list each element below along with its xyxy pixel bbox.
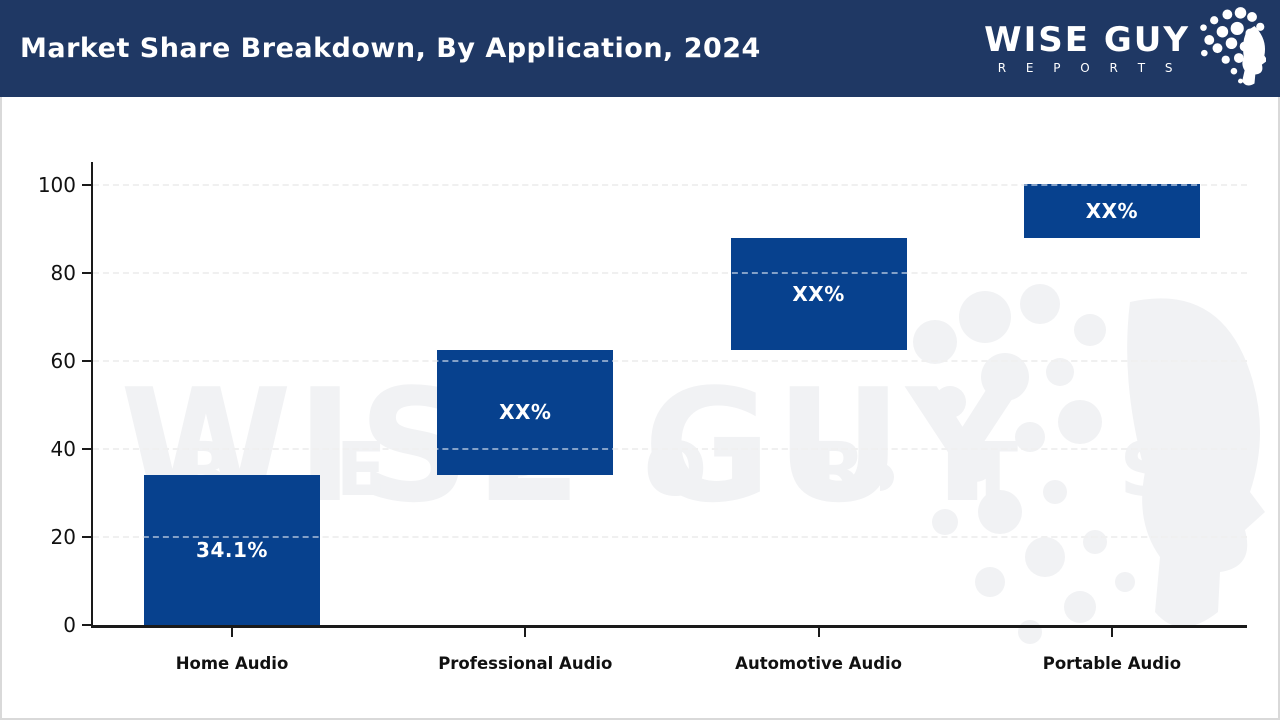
y-axis-tick — [82, 272, 91, 274]
bar-value-label: XX% — [792, 281, 845, 306]
y-axis-tick — [82, 184, 91, 186]
gridline-overlay — [93, 448, 1247, 450]
market-share-bar: 34.1% — [144, 474, 320, 625]
x-axis-category-label: Portable Audio — [1042, 654, 1182, 673]
x-axis-tick — [817, 628, 820, 637]
y-axis-tick-label: 40 — [50, 437, 76, 461]
y-axis-tick-label: 100 — [37, 173, 76, 197]
x-axis-category-label: Automotive Audio — [735, 654, 902, 673]
y-axis-tick — [82, 536, 91, 538]
market-share-bar: XX% — [1023, 183, 1200, 238]
gridline-overlay — [93, 184, 1247, 186]
logo-tagline: R E P O R T S — [997, 60, 1181, 75]
logo-wordmark: WISE GUY — [984, 19, 1190, 60]
plot-area: 0 20 40 60 80 100 34.1% Home Audio XX% Profession… — [38, 162, 1247, 673]
bar-value-label: 34.1% — [196, 537, 268, 562]
chart-panel: WISE GUY R E P O R T S 0 20 40 60 80 100 34.1%… — [0, 97, 1280, 720]
market-share-bar: XX% — [730, 237, 907, 350]
wise-guy-logo: WISE GUY R E P O R T S — [984, 6, 1280, 92]
dotted-head-icon — [1200, 6, 1266, 85]
x-axis-category-label: Professional Audio — [438, 654, 613, 673]
y-axis-tick-label: 20 — [50, 525, 76, 549]
bar-value-label: XX% — [1085, 198, 1139, 223]
y-axis-tick-label: 0 — [63, 613, 76, 637]
x-axis-tick — [524, 628, 527, 637]
gridline-overlay — [93, 360, 1247, 362]
header-bar: Market Share Breakdown, By Application, … — [0, 0, 1280, 97]
x-axis-category-label: Home Audio — [175, 654, 289, 673]
market-share-bar: XX% — [437, 350, 614, 475]
y-axis-tick-label: 80 — [50, 261, 76, 285]
bar-value-label: XX% — [499, 400, 552, 425]
x-axis-tick — [231, 628, 233, 637]
gridline-overlay — [93, 536, 1247, 538]
y-axis-tick — [82, 624, 91, 626]
y-axis-tick-label: 60 — [50, 349, 76, 373]
x-axis-tick — [1110, 628, 1113, 637]
page-title: Market Share Breakdown, By Application, … — [20, 33, 761, 64]
y-axis-tick — [82, 448, 91, 450]
logo-text: WISE GUY R E P O R T S — [984, 23, 1190, 75]
y-axis-tick — [82, 360, 91, 362]
watermark-head-graphic — [880, 284, 1265, 644]
gridline-overlay — [93, 272, 1247, 274]
